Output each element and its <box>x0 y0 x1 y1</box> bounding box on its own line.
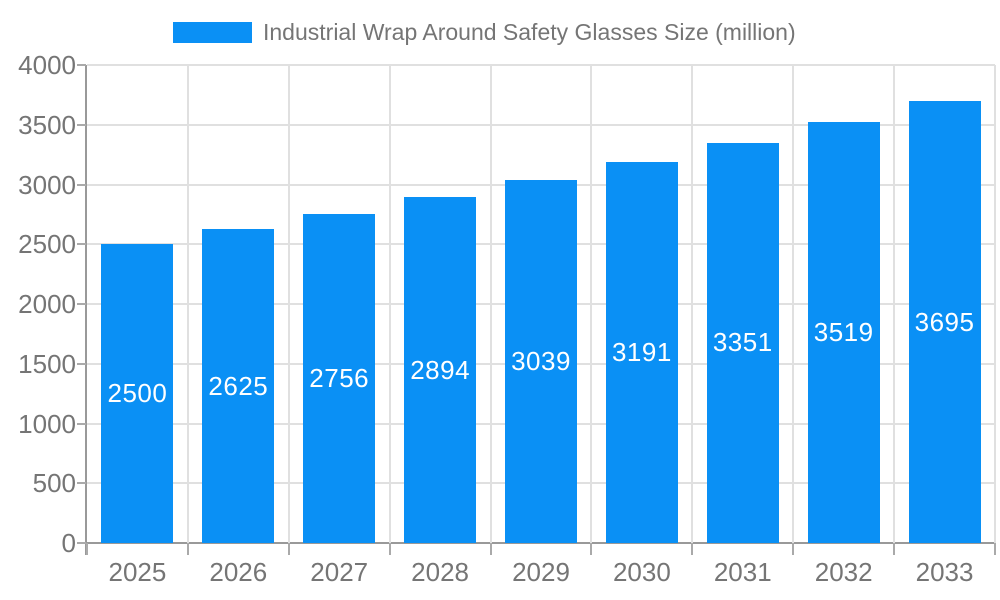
y-axis-label: 1500 <box>18 348 76 379</box>
bar-2030: 3191 <box>605 161 678 543</box>
bar-2032: 3519 <box>807 122 880 543</box>
bar-2029: 3039 <box>505 179 577 543</box>
y-axis-line <box>85 65 87 555</box>
v-gridline <box>691 65 694 543</box>
x-axis-label: 2031 <box>713 557 772 587</box>
x-axis-label: 2025 <box>108 557 167 587</box>
y-axis-label: 3000 <box>18 169 76 200</box>
bar-value-label: 2894 <box>410 354 471 385</box>
bar-value-label: 3191 <box>611 336 672 367</box>
v-gridline <box>489 65 492 543</box>
y-axis-label: 3500 <box>18 109 76 140</box>
x-axis-tick <box>994 543 996 555</box>
y-axis-tick <box>77 303 86 305</box>
v-gridline <box>590 65 593 543</box>
bar-value-label: 3039 <box>511 345 571 376</box>
bar-value-label: 2500 <box>107 378 168 409</box>
bar-value-label: 3351 <box>712 327 773 358</box>
x-axis-tick <box>792 543 795 555</box>
x-axis-label: 2029 <box>512 557 570 587</box>
y-axis-label: 2500 <box>18 229 76 260</box>
x-axis-label: 2033 <box>915 557 974 587</box>
legend-swatch <box>173 22 252 43</box>
y-axis-label: 500 <box>32 468 76 499</box>
x-axis-tick <box>691 543 694 555</box>
y-axis-tick <box>77 243 86 246</box>
x-axis-tick <box>893 543 896 555</box>
bar-value-label: 2756 <box>309 362 370 393</box>
x-axis-label: 2028 <box>411 557 470 587</box>
x-axis-line <box>87 542 995 544</box>
x-axis-tick <box>287 543 290 555</box>
y-axis-label: 0 <box>61 528 76 558</box>
y-axis-tick <box>77 64 86 66</box>
bar-2026: 2625 <box>202 229 275 543</box>
plot-area: 2500 2625 2756 2894 3039 3191 3351 3519 3695 <box>87 64 996 543</box>
v-gridline <box>287 65 290 543</box>
v-gridline <box>792 65 795 543</box>
x-axis-label: 2032 <box>814 557 873 587</box>
bar-value-label: 2625 <box>208 370 269 401</box>
v-gridline <box>388 65 391 543</box>
y-axis-tick <box>77 422 86 425</box>
bar-value-label: 3695 <box>914 306 975 337</box>
bar-2025: 2500 <box>101 244 174 543</box>
bar-2027: 2756 <box>303 213 376 543</box>
x-axis-tick <box>388 543 391 555</box>
bar-2031: 3351 <box>706 142 779 543</box>
y-axis-label: 2000 <box>18 289 76 319</box>
bar-value-label: 3519 <box>813 317 874 348</box>
legend-label: Industrial Wrap Around Safety Glasses Si… <box>263 19 796 45</box>
v-gridline <box>893 65 896 543</box>
v-gridline <box>994 65 996 543</box>
y-axis-label: 4000 <box>18 50 76 80</box>
bar-2028: 2894 <box>404 197 477 543</box>
x-axis-label: 2027 <box>310 557 369 587</box>
x-axis-label: 2030 <box>612 557 671 587</box>
y-axis-tick <box>77 482 86 485</box>
y-axis-label: 1000 <box>18 408 76 439</box>
legend: Industrial Wrap Around Safety Glasses Si… <box>0 0 1000 60</box>
v-gridline <box>186 65 189 543</box>
x-axis-tick <box>489 543 492 555</box>
h-gridline <box>87 64 995 66</box>
x-axis-tick <box>86 543 88 555</box>
y-axis-tick <box>77 183 86 186</box>
y-axis-tick <box>77 542 86 544</box>
x-axis-tick <box>590 543 593 555</box>
x-axis-tick <box>186 543 189 555</box>
y-axis-tick <box>77 123 86 126</box>
x-axis-label: 2026 <box>209 557 268 587</box>
y-axis-tick <box>77 362 86 365</box>
h-gridline <box>87 123 995 126</box>
bar-2033: 3695 <box>908 101 981 543</box>
